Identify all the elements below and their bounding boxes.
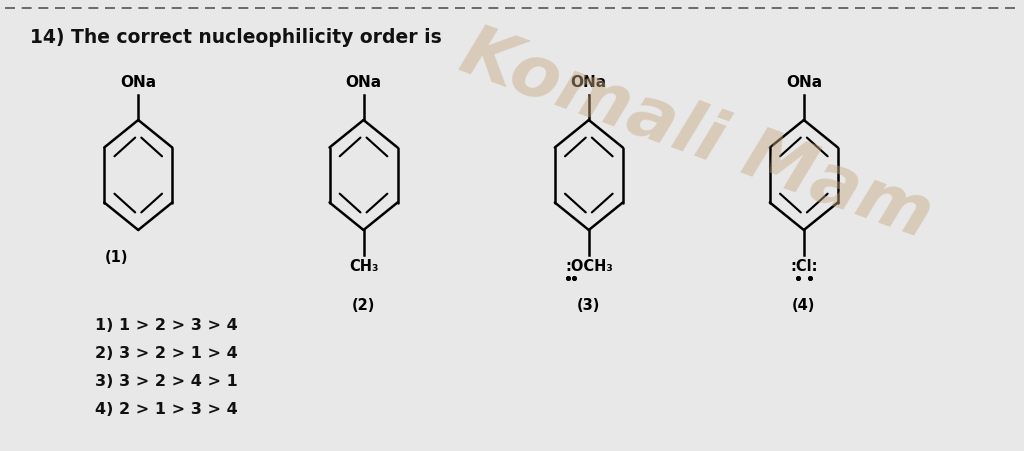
Text: (2): (2): [352, 298, 375, 313]
Text: ONa: ONa: [120, 75, 157, 90]
Text: 4) 2 > 1 > 3 > 4: 4) 2 > 1 > 3 > 4: [95, 402, 238, 417]
Text: :OCH₃: :OCH₃: [565, 259, 612, 274]
Text: 2) 3 > 2 > 1 > 4: 2) 3 > 2 > 1 > 4: [95, 346, 238, 361]
Text: (3): (3): [578, 298, 600, 313]
Text: ONa: ONa: [570, 75, 607, 90]
Text: (4): (4): [793, 298, 815, 313]
Text: 3) 3 > 2 > 4 > 1: 3) 3 > 2 > 4 > 1: [95, 374, 238, 389]
Text: 14) The correct nucleophilicity order is: 14) The correct nucleophilicity order is: [30, 28, 441, 47]
Text: CH₃: CH₃: [349, 259, 378, 274]
Text: Komali Mam: Komali Mam: [452, 18, 941, 253]
Text: ONa: ONa: [345, 75, 382, 90]
Text: 1) 1 > 2 > 3 > 4: 1) 1 > 2 > 3 > 4: [95, 318, 238, 333]
Text: ONa: ONa: [785, 75, 822, 90]
Text: :Cl:: :Cl:: [791, 259, 817, 274]
Text: (1): (1): [104, 250, 128, 265]
